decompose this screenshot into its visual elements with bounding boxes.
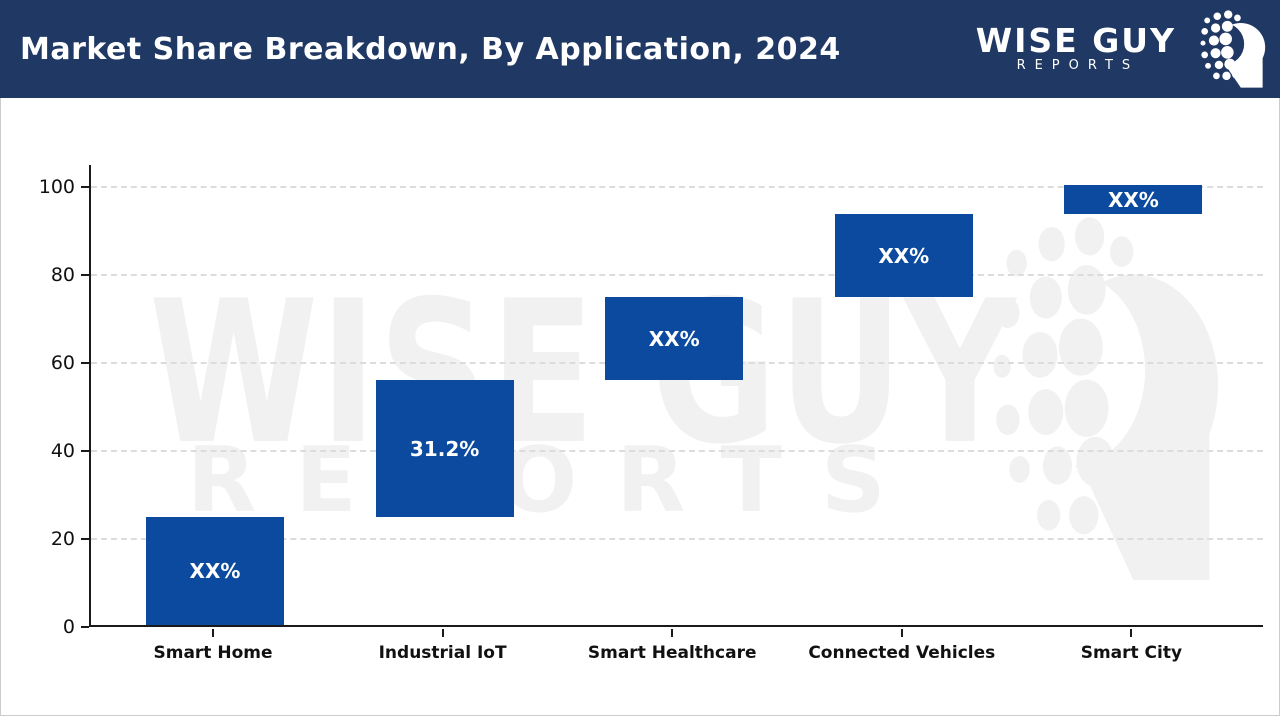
brand-logo: WISE GUY REPORTS [976,0,1266,98]
brand-subname: REPORTS [1016,58,1140,73]
gridline [91,450,1263,452]
x-axis-category-label: Connected Vehicles [808,643,996,663]
bar-value-label: XX% [1107,187,1159,212]
y-axis-tick-label: 20 [50,528,75,550]
chart-title: Market Share Breakdown, By Application, … [20,31,841,67]
x-axis-tick [441,629,444,637]
gridline [91,538,1263,540]
y-axis-tick [81,538,89,540]
gridline [91,186,1263,188]
watermark-face-icon [993,217,1219,581]
plot-area: XX% 31.2% XX% XX% XX% [89,165,1263,627]
bar-smart-city: XX% [1064,185,1203,215]
x-axis-category-label: Smart City [1080,643,1183,663]
y-axis-tick-label: 0 [62,616,75,638]
face-profile-icon [1200,10,1266,88]
y-axis-tick-label: 100 [38,176,75,198]
bar-smart-home: XX% [146,517,284,625]
y-axis-tick-label: 60 [50,352,75,374]
watermark-brand-subtext: REPORTS [187,428,925,533]
header-bar: Market Share Breakdown, By Application, … [0,0,1280,98]
y-axis-tick [81,274,89,276]
brand-logo-text: WISE GUY REPORTS [976,24,1176,74]
chart-canvas: WISE GUY REPORTS XX% 31.2% XX% XX% XX% 0 20 40… [0,98,1280,716]
bar-value-label: XX% [878,243,930,268]
y-axis-tick [81,186,89,188]
x-axis-tick [900,629,903,637]
x-axis-category-label: Industrial IoT [378,643,507,663]
y-axis-tick-label: 40 [50,440,75,462]
bar-connected-vehicles: XX% [834,214,973,298]
bar-industrial-iot: 31.2% [375,379,514,518]
x-axis-category-label: Smart Home [153,643,273,663]
x-axis-tick [212,629,214,637]
bar-value-label: 31.2% [409,436,480,461]
y-axis-tick-label: 80 [50,264,75,286]
x-axis-tick [1130,629,1133,637]
x-axis-tick [671,629,674,637]
brand-name: WISE GUY [975,21,1176,60]
bar-value-label: XX% [648,326,700,351]
y-axis-tick [81,626,89,628]
y-axis-tick [81,362,89,364]
bar-smart-healthcare: XX% [605,297,744,380]
gridline [91,274,1263,276]
plot-wrap: XX% 31.2% XX% XX% XX% 0 20 40 60 80 100 Smart Home… [1,98,1279,715]
x-axis-category-label: Smart Healthcare [587,643,757,663]
bar-value-label: XX% [189,559,241,584]
y-axis-tick [81,450,89,452]
